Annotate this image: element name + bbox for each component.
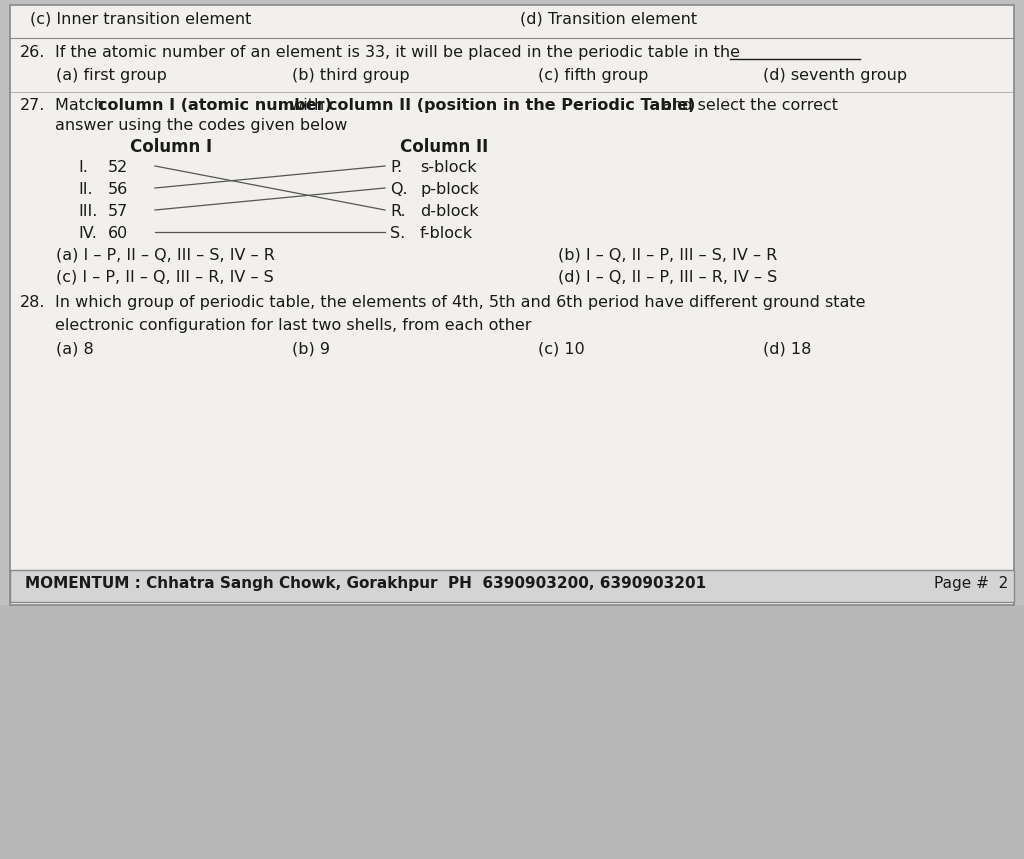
Text: and select the correct: and select the correct xyxy=(656,98,838,113)
Text: R.: R. xyxy=(390,204,406,219)
Text: (a) I – P, II – Q, III – S, IV – R: (a) I – P, II – Q, III – S, IV – R xyxy=(56,248,275,263)
Text: answer using the codes given below: answer using the codes given below xyxy=(55,118,347,133)
Text: II.: II. xyxy=(78,182,92,197)
Text: 57: 57 xyxy=(108,204,128,219)
Text: (c) fifth group: (c) fifth group xyxy=(538,68,648,83)
Text: 27.: 27. xyxy=(20,98,45,113)
Text: Page #  2: Page # 2 xyxy=(934,576,1009,591)
Text: (c) 10: (c) 10 xyxy=(538,342,585,357)
Text: (d) 18: (d) 18 xyxy=(763,342,811,357)
Text: with: with xyxy=(286,98,330,113)
Bar xyxy=(10,570,1014,602)
Text: 28.: 28. xyxy=(20,295,45,310)
Bar xyxy=(0,605,1024,859)
Text: If the atomic number of an element is 33, it will be placed in the periodic tabl: If the atomic number of an element is 33… xyxy=(55,45,740,60)
Text: (d) seventh group: (d) seventh group xyxy=(763,68,907,83)
Text: (b) third group: (b) third group xyxy=(292,68,410,83)
Text: s-block: s-block xyxy=(420,160,476,175)
Text: Column II: Column II xyxy=(400,138,488,156)
Text: (c) Inner transition element: (c) Inner transition element xyxy=(30,12,251,27)
Text: P.: P. xyxy=(390,160,402,175)
Text: IV.: IV. xyxy=(78,226,97,241)
Text: MOMENTUM : Chhatra Sangh Chowk, Gorakhpur  PH  6390903200, 6390903201: MOMENTUM : Chhatra Sangh Chowk, Gorakhpu… xyxy=(25,576,707,591)
Text: 52: 52 xyxy=(108,160,128,175)
Text: Column I: Column I xyxy=(130,138,212,156)
Text: (a) 8: (a) 8 xyxy=(56,342,94,357)
Text: (b) 9: (b) 9 xyxy=(292,342,330,357)
Bar xyxy=(10,5,1014,605)
Text: (a) first group: (a) first group xyxy=(56,68,167,83)
Text: III.: III. xyxy=(78,204,97,219)
Text: column II (position in the Periodic Table): column II (position in the Periodic Tabl… xyxy=(329,98,695,113)
Text: S.: S. xyxy=(390,226,406,241)
Text: 56: 56 xyxy=(108,182,128,197)
Text: (d) Transition element: (d) Transition element xyxy=(520,12,697,27)
Text: (d) I – Q, II – P, III – R, IV – S: (d) I – Q, II – P, III – R, IV – S xyxy=(558,270,777,285)
Text: I.: I. xyxy=(78,160,88,175)
Text: (c) I – P, II – Q, III – R, IV – S: (c) I – P, II – Q, III – R, IV – S xyxy=(56,270,274,285)
Text: In which group of periodic table, the elements of 4th, 5th and 6th period have d: In which group of periodic table, the el… xyxy=(55,295,865,310)
Text: d-block: d-block xyxy=(420,204,478,219)
Text: column I (atomic number): column I (atomic number) xyxy=(97,98,332,113)
Text: electronic configuration for last two shells, from each other: electronic configuration for last two sh… xyxy=(55,318,531,333)
Text: 26.: 26. xyxy=(20,45,45,60)
Text: Q.: Q. xyxy=(390,182,408,197)
Text: Match: Match xyxy=(55,98,110,113)
Text: p-block: p-block xyxy=(420,182,478,197)
Text: 60: 60 xyxy=(108,226,128,241)
Text: f-block: f-block xyxy=(420,226,473,241)
Text: (b) I – Q, II – P, III – S, IV – R: (b) I – Q, II – P, III – S, IV – R xyxy=(558,248,777,263)
